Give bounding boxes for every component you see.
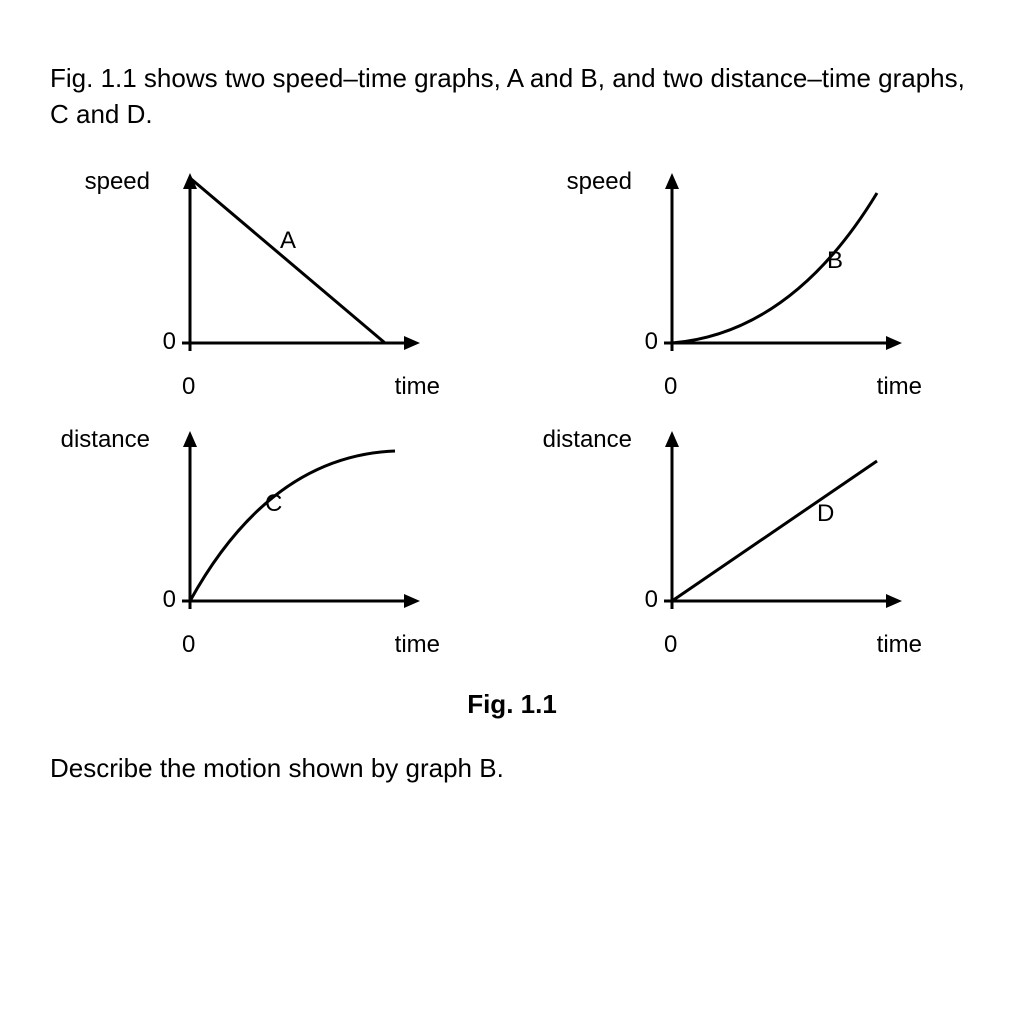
graph-a-cell: speed 0A 0 time [50, 163, 492, 401]
svg-text:A: A [280, 227, 296, 254]
graph-d-svg: 0D [642, 421, 922, 631]
graph-a-x-label: time [395, 373, 440, 401]
figure-caption: Fig. 1.1 [50, 689, 974, 720]
svg-text:0: 0 [645, 328, 658, 355]
graph-d-x-label: time [877, 631, 922, 659]
intro-text: Fig. 1.1 shows two speed–time graphs, A … [50, 60, 974, 133]
svg-text:0: 0 [645, 586, 658, 613]
graph-a-y-label: speed [50, 163, 150, 196]
svg-text:B: B [827, 247, 843, 274]
graph-b-svg: 0B [642, 163, 922, 373]
graph-d-origin-x: 0 [664, 631, 677, 659]
graph-a-origin-x: 0 [182, 373, 195, 401]
graph-b-origin-x: 0 [664, 373, 677, 401]
graph-b-cell: speed 0B 0 time [532, 163, 974, 401]
graph-b-x-label: time [877, 373, 922, 401]
svg-text:0: 0 [163, 586, 176, 613]
svg-text:0: 0 [163, 328, 176, 355]
graph-c-cell: distance 0C 0 time [50, 421, 492, 659]
graph-b-y-label: speed [532, 163, 632, 196]
graph-a-svg: 0A [160, 163, 440, 373]
question-text: Describe the motion shown by graph B. [50, 750, 974, 786]
graph-c-y-label: distance [50, 421, 150, 454]
graph-d-y-label: distance [532, 421, 632, 454]
graph-d-cell: distance 0D 0 time [532, 421, 974, 659]
svg-text:D: D [817, 500, 834, 527]
graph-c-svg: 0C [160, 421, 440, 631]
graphs-grid: speed 0A 0 time speed 0B 0 time distance… [50, 163, 974, 659]
svg-text:C: C [265, 490, 282, 517]
graph-c-origin-x: 0 [182, 631, 195, 659]
graph-c-x-label: time [395, 631, 440, 659]
